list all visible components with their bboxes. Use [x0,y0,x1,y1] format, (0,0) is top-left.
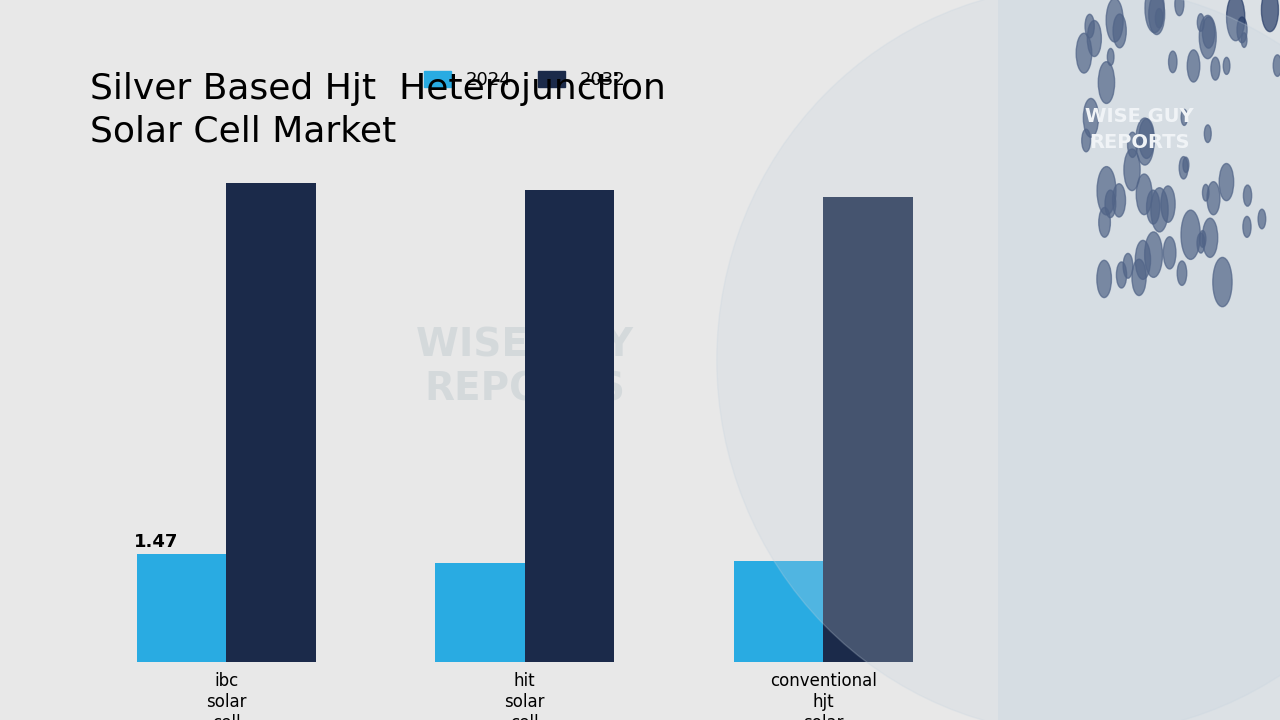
Text: WISE GUY
REPORTS: WISE GUY REPORTS [416,326,634,408]
Text: WISE GUY
REPORTS: WISE GUY REPORTS [1085,107,1193,153]
Circle shape [1147,190,1160,224]
Legend: 2024, 2032: 2024, 2032 [417,63,632,96]
Circle shape [1169,51,1178,73]
Circle shape [1139,119,1155,158]
Circle shape [1199,230,1206,247]
Circle shape [1107,48,1114,66]
Circle shape [1082,130,1091,152]
Circle shape [1274,55,1280,76]
Circle shape [1137,174,1152,215]
Bar [733,561,823,662]
Circle shape [1197,14,1204,31]
Bar [227,183,316,662]
Circle shape [1144,232,1162,277]
Circle shape [1106,0,1123,42]
Circle shape [1135,118,1155,165]
Circle shape [1204,125,1211,143]
Circle shape [717,0,1280,720]
Circle shape [1181,210,1201,259]
Circle shape [1261,0,1279,32]
Circle shape [1097,261,1111,297]
Circle shape [1114,14,1126,48]
Circle shape [1181,109,1188,125]
Circle shape [1224,58,1230,74]
Circle shape [1116,262,1126,288]
Circle shape [1164,237,1176,269]
Circle shape [1183,157,1189,173]
Circle shape [1226,0,1244,41]
Circle shape [1236,17,1247,43]
Circle shape [1151,188,1169,232]
Circle shape [1178,261,1187,285]
Circle shape [1202,17,1215,48]
Circle shape [1135,240,1151,279]
Circle shape [1105,190,1116,217]
Circle shape [1098,207,1110,238]
Circle shape [1202,184,1210,201]
Text: Silver Based Hjt  Heterojunction
Solar Cell Market: Silver Based Hjt Heterojunction Solar Ce… [90,72,666,148]
Circle shape [1124,149,1140,191]
Circle shape [1242,33,1247,48]
Circle shape [1098,62,1115,104]
Circle shape [1146,0,1164,32]
Bar [137,554,227,662]
Circle shape [1076,33,1092,73]
Circle shape [1188,50,1199,82]
Circle shape [1161,186,1175,222]
Circle shape [1219,163,1234,201]
Circle shape [1175,0,1184,16]
Circle shape [1097,166,1116,215]
Bar [435,563,525,662]
Circle shape [1199,15,1216,59]
Bar [823,197,913,662]
Circle shape [1207,181,1220,215]
Circle shape [1197,233,1204,253]
Circle shape [1087,21,1101,57]
Circle shape [1179,156,1188,179]
Circle shape [675,0,1280,720]
Circle shape [1211,57,1220,80]
Circle shape [1148,0,1165,35]
Circle shape [1123,253,1133,278]
Circle shape [1156,9,1164,28]
Circle shape [1258,210,1266,229]
Circle shape [1083,99,1098,138]
Text: 1.47: 1.47 [133,533,178,551]
Circle shape [1085,14,1094,38]
Circle shape [1128,132,1138,158]
Bar [525,190,614,662]
Circle shape [1202,218,1217,258]
Circle shape [1243,185,1252,206]
Circle shape [1132,259,1146,295]
Circle shape [1112,184,1125,217]
Circle shape [1243,217,1251,238]
Circle shape [1213,258,1233,307]
